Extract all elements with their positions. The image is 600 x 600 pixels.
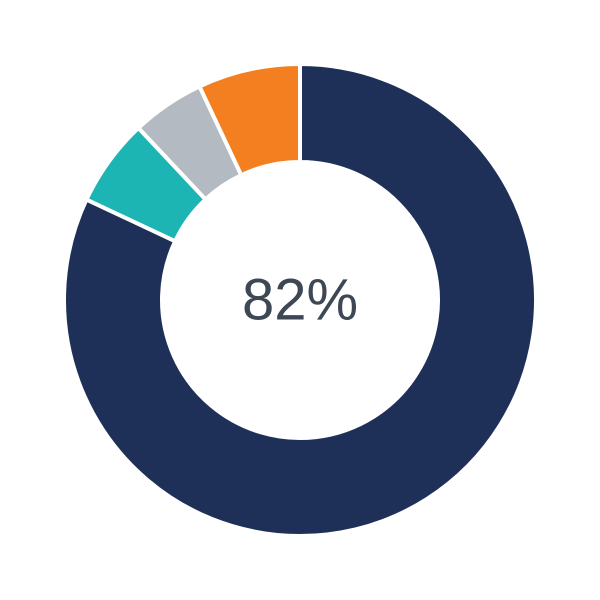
donut-slice-orange bbox=[196, 61, 302, 178]
donut-center-label: 82% bbox=[242, 268, 358, 333]
donut-slices bbox=[62, 61, 538, 538]
donut-slice-navy bbox=[62, 61, 538, 538]
